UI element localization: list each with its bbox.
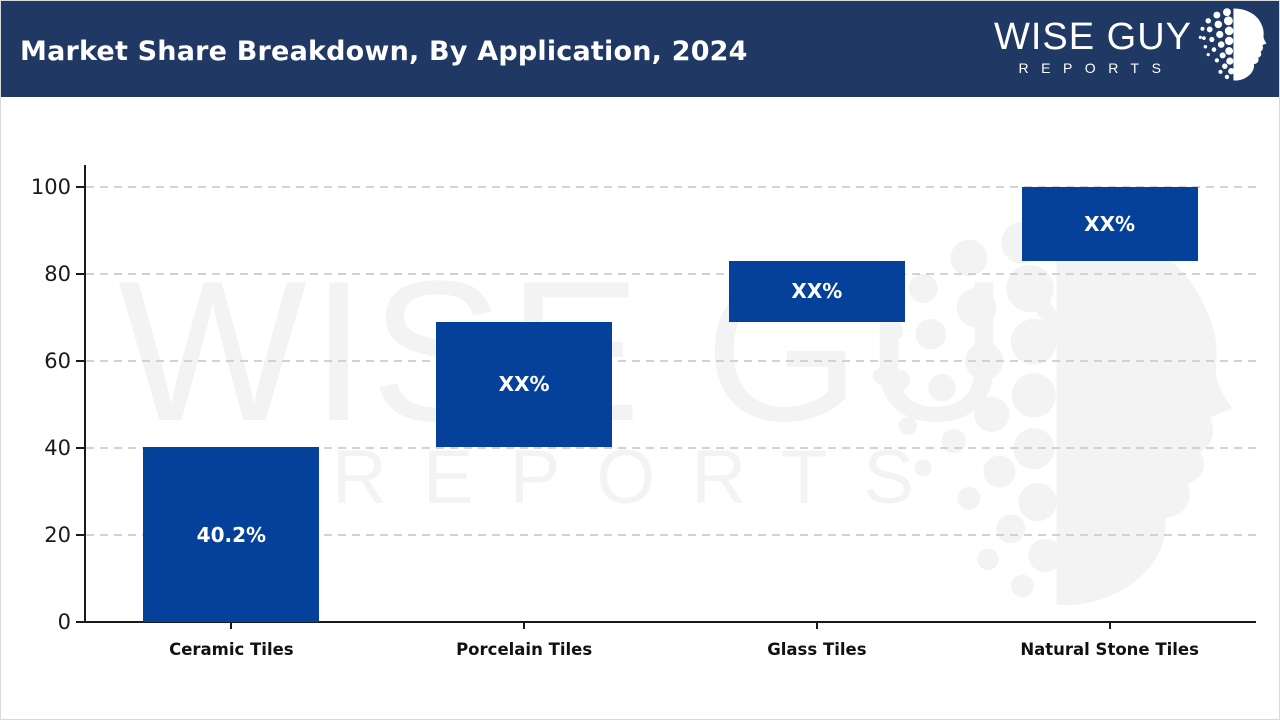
x-category-label-natural-stone-tiles: Natural Stone Tiles <box>1020 640 1199 659</box>
x-category-label-porcelain-tiles: Porcelain Tiles <box>456 640 593 659</box>
x-tick-mark-ceramic-tiles <box>230 623 233 629</box>
gridline-80 <box>86 273 1256 275</box>
y-tick-label-100: 100 <box>30 175 71 199</box>
y-tick-mark-40 <box>76 447 84 449</box>
y-tick-label-20: 20 <box>44 523 71 547</box>
bar-ceramic-tiles <box>143 447 320 622</box>
y-tick-label-60: 60 <box>44 349 71 373</box>
gridline-20 <box>86 534 1256 536</box>
page-title: Market Share Breakdown, By Application, … <box>20 36 748 67</box>
logo-wiseguy-text: WISE GUY <box>993 16 1192 58</box>
y-tick-mark-60 <box>76 360 84 362</box>
wiseguy-logo: WISE GUY REPORTS <box>994 6 1268 86</box>
gridline-60 <box>86 360 1256 362</box>
y-tick-label-40: 40 <box>44 436 71 460</box>
logo-reports-text: REPORTS <box>1018 60 1174 76</box>
gridline-100 <box>86 186 1256 188</box>
wiseguy-head-icon <box>1198 8 1267 81</box>
bar-value-label-natural-stone-tiles: XX% <box>1084 211 1136 236</box>
y-tick-mark-100 <box>76 186 84 188</box>
bar-porcelain-tiles <box>436 321 613 448</box>
x-category-label-ceramic-tiles: Ceramic Tiles <box>169 640 294 659</box>
bar-value-label-ceramic-tiles: 40.2% <box>196 522 267 547</box>
x-tick-mark-porcelain-tiles <box>523 623 526 629</box>
logo-text: WISE GUY REPORTS <box>994 16 1192 76</box>
header-bar: Market Share Breakdown, By Application, … <box>0 0 1280 97</box>
bar-value-label-porcelain-tiles: XX% <box>498 372 550 397</box>
bar-glass-tiles <box>728 260 905 322</box>
watermark-reports-text: REPORTS <box>332 435 951 520</box>
x-tick-mark-glass-tiles <box>815 623 818 629</box>
y-tick-label-80: 80 <box>44 262 71 286</box>
y-tick-mark-80 <box>76 273 84 275</box>
bar-value-label-glass-tiles: XX% <box>791 279 843 304</box>
bar-natural-stone-tiles <box>1021 187 1198 261</box>
gridline-40 <box>86 447 1256 449</box>
watermark-head-icon <box>872 221 1233 606</box>
y-axis-line <box>84 165 86 623</box>
y-tick-label-0: 0 <box>57 610 71 634</box>
x-category-label-glass-tiles: Glass Tiles <box>767 640 867 659</box>
x-tick-mark-natural-stone-tiles <box>1108 623 1111 629</box>
y-tick-mark-20 <box>76 534 84 536</box>
y-tick-mark-0 <box>76 621 84 623</box>
x-axis-line <box>85 621 1256 623</box>
